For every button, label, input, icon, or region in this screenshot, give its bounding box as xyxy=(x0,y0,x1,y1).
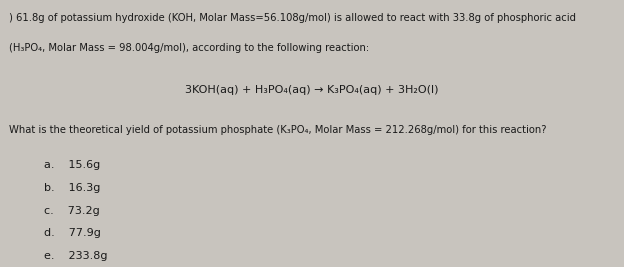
Text: ) 61.8g of potassium hydroxide (KOH, Molar Mass=56.108g/mol) is allowed to react: ) 61.8g of potassium hydroxide (KOH, Mol… xyxy=(9,13,577,23)
Text: What is the theoretical yield of potassium phosphate (K₃PO₄, Molar Mass = 212.26: What is the theoretical yield of potassi… xyxy=(9,125,547,135)
Text: d.    77.9g: d. 77.9g xyxy=(44,228,100,238)
Text: 3KOH(aq) + H₃PO₄(aq) → K₃PO₄(aq) + 3H₂O(l): 3KOH(aq) + H₃PO₄(aq) → K₃PO₄(aq) + 3H₂O(… xyxy=(185,85,439,95)
Text: a.    15.6g: a. 15.6g xyxy=(44,160,100,170)
Text: e.    233.8g: e. 233.8g xyxy=(44,251,107,261)
Text: (H₃PO₄, Molar Mass = 98.004g/mol), according to the following reaction:: (H₃PO₄, Molar Mass = 98.004g/mol), accor… xyxy=(9,43,369,53)
Text: c.    73.2g: c. 73.2g xyxy=(44,206,99,215)
Text: b.    16.3g: b. 16.3g xyxy=(44,183,100,193)
